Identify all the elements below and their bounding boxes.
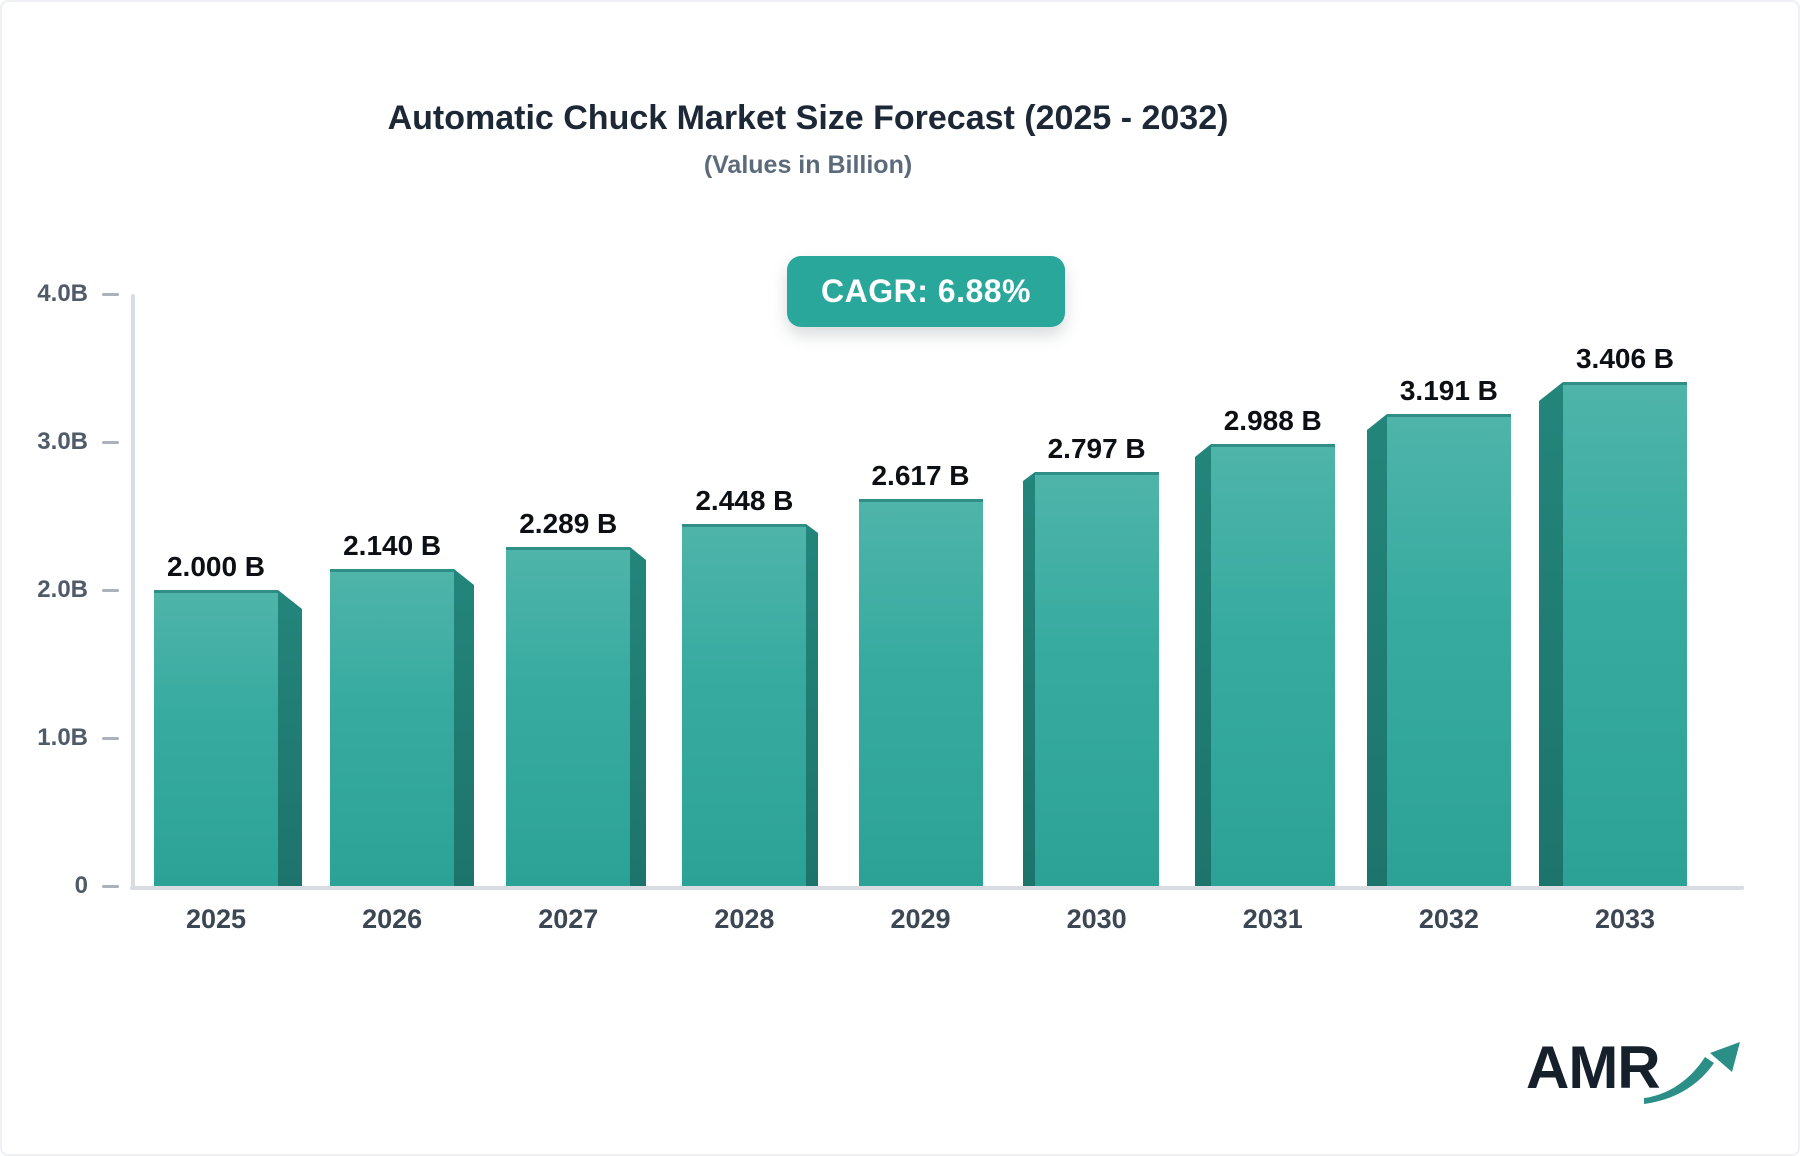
bar-face <box>1563 382 1687 886</box>
x-tick-label: 2026 <box>362 904 423 934</box>
x-tick-label: 2030 <box>1066 904 1127 934</box>
y-tick-dash <box>102 589 119 592</box>
x-tick-label: 2027 <box>538 904 599 934</box>
bar-face <box>330 569 454 886</box>
y-tick-dash <box>102 737 119 740</box>
bar-side-face <box>630 547 646 886</box>
x-tick-label: 2033 <box>1594 904 1656 934</box>
y-tick-dash <box>102 293 119 296</box>
bar-side-face <box>278 590 302 886</box>
chart-title: Automatic Chuck Market Size Forecast (20… <box>387 99 1229 137</box>
y-tick-label: 4.0B <box>37 280 88 307</box>
bar-side-face <box>1195 444 1211 886</box>
bar-2025 <box>154 590 302 886</box>
y-tick-label: 3.0B <box>37 428 88 455</box>
x-tick-label: 2029 <box>890 904 951 934</box>
x-tick-label: 2032 <box>1418 904 1479 934</box>
bar-face <box>506 547 630 886</box>
bar-face <box>859 499 983 886</box>
chart-subtitle: (Values in Billion) <box>703 151 913 179</box>
amr-logo-text: AMR <box>1526 1034 1661 1101</box>
bar-2030 <box>1023 472 1159 886</box>
bar-value-label: 3.406 B <box>1575 343 1675 374</box>
bar-2026 <box>330 569 474 886</box>
y-tick-label: 1.0B <box>37 724 88 751</box>
x-tick-label: 2028 <box>714 904 775 934</box>
y-tick-dash <box>102 885 119 888</box>
bar-value-label: 2.000 B <box>166 551 266 582</box>
bar-2027 <box>506 547 646 886</box>
cagr-badge-label: CAGR: 6.88% <box>821 273 1031 309</box>
bar-2029 <box>859 499 983 886</box>
bar-side-face <box>1539 382 1563 886</box>
y-axis-line <box>131 294 135 890</box>
bar-face <box>682 524 806 886</box>
bar-side-face <box>806 524 818 886</box>
x-tick-label: 2025 <box>185 904 247 934</box>
cagr-badge: CAGR: 6.88% <box>787 256 1065 327</box>
bar-2028 <box>682 524 818 886</box>
bar-value-label: 2.289 B <box>519 508 618 539</box>
x-axis-line <box>130 886 1744 890</box>
amr-logo: AMR <box>1526 1032 1756 1122</box>
bar-value-label: 2.140 B <box>343 530 442 561</box>
bar-face <box>154 590 278 886</box>
bar-2033 <box>1539 382 1687 886</box>
bar-face <box>1387 414 1511 886</box>
x-tick-label: 2031 <box>1242 904 1303 934</box>
bar-side-face <box>1367 414 1387 886</box>
bar-value-label: 2.797 B <box>1047 433 1146 464</box>
bar-2031 <box>1195 444 1335 886</box>
bar-side-face <box>1023 472 1035 886</box>
bar-face <box>1211 444 1335 886</box>
y-tick-label: 0 <box>74 872 88 899</box>
bar-face <box>1035 472 1159 886</box>
bar-2032 <box>1367 414 1511 886</box>
bar-value-label: 3.191 B <box>1399 375 1498 406</box>
bar-side-face <box>454 569 474 886</box>
growth-arrow-icon <box>1644 1042 1740 1104</box>
bar-value-label: 2.448 B <box>695 485 794 516</box>
y-tick-label: 2.0B <box>37 576 88 603</box>
bar-value-label: 2.988 B <box>1223 405 1322 436</box>
y-tick-dash <box>102 441 119 444</box>
bar-value-label: 2.617 B <box>871 460 970 491</box>
